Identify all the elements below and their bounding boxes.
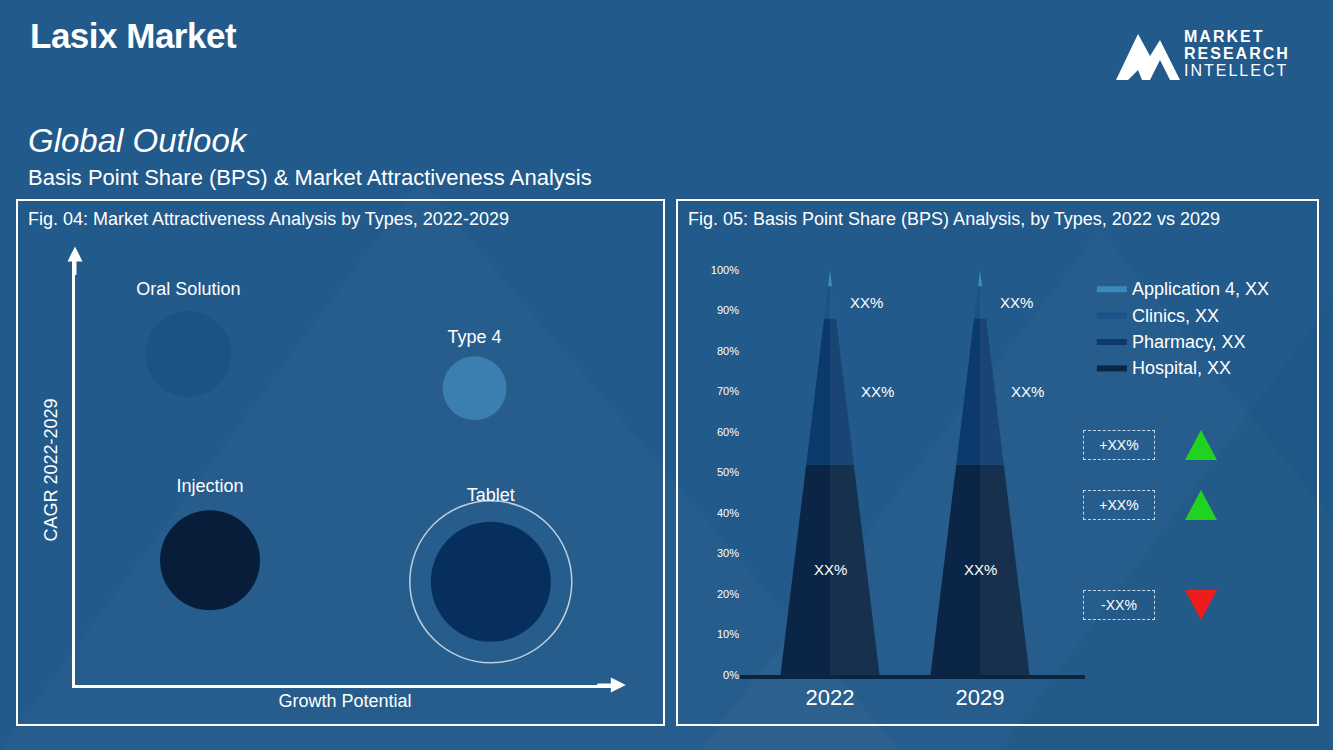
svg-text:Clinics, XX: Clinics, XX [1132, 306, 1219, 326]
svg-text:10%: 10% [717, 628, 739, 640]
svg-text:XX%: XX% [850, 294, 883, 311]
svg-text:XX%: XX% [964, 561, 997, 578]
svg-text:50%: 50% [717, 466, 739, 478]
svg-text:90%: 90% [717, 304, 739, 316]
svg-text:Type 4: Type 4 [448, 327, 502, 347]
svg-text:XX%: XX% [861, 383, 894, 400]
svg-text:Oral Solution: Oral Solution [136, 279, 240, 299]
svg-text:Application 4, XX: Application 4, XX [1132, 279, 1269, 299]
html-text:Basis Point Share (BPS) & Mark: Basis Point Share (BPS) & Market Attract… [28, 165, 592, 190]
svg-text:70%: 70% [717, 385, 739, 397]
html-text:INTELLECT: INTELLECT [1184, 62, 1289, 79]
svg-text:2022: 2022 [806, 685, 855, 710]
html-text:+XX%: +XX% [1099, 497, 1139, 513]
svg-text:XX%: XX% [1011, 383, 1044, 400]
svg-text:CAGR 2022-2029: CAGR 2022-2029 [41, 398, 61, 541]
html-text:-XX%: -XX% [1101, 597, 1137, 613]
svg-text:20%: 20% [717, 588, 739, 600]
html-text:MARKET: MARKET [1184, 28, 1265, 45]
html-text:Lasix Market: Lasix Market [30, 16, 237, 55]
svg-text:XX%: XX% [814, 561, 847, 578]
svg-text:Injection: Injection [176, 476, 243, 496]
html-text:Fig. 04: Market Attractiveness: Fig. 04: Market Attractiveness Analysis … [28, 209, 509, 229]
svg-text:100%: 100% [711, 264, 739, 276]
html-text:RESEARCH: RESEARCH [1184, 45, 1290, 62]
html-text:+XX%: +XX% [1099, 437, 1139, 453]
svg-text:XX%: XX% [1000, 294, 1033, 311]
svg-text:60%: 60% [717, 426, 739, 438]
svg-text:30%: 30% [717, 547, 739, 559]
svg-text:Pharmacy, XX: Pharmacy, XX [1132, 332, 1246, 352]
html-text:Global Outlook: Global Outlook [28, 122, 247, 159]
svg-text:80%: 80% [717, 345, 739, 357]
svg-text:Hospital, XX: Hospital, XX [1132, 358, 1231, 378]
svg-text:Tablet: Tablet [467, 485, 515, 505]
svg-text:Growth Potential: Growth Potential [278, 691, 411, 711]
svg-text:0%: 0% [723, 669, 739, 681]
html-text:Fig. 05: Basis Point Share (BP: Fig. 05: Basis Point Share (BPS) Analysi… [688, 209, 1220, 229]
svg-text:40%: 40% [717, 507, 739, 519]
svg-text:2029: 2029 [956, 685, 1005, 710]
